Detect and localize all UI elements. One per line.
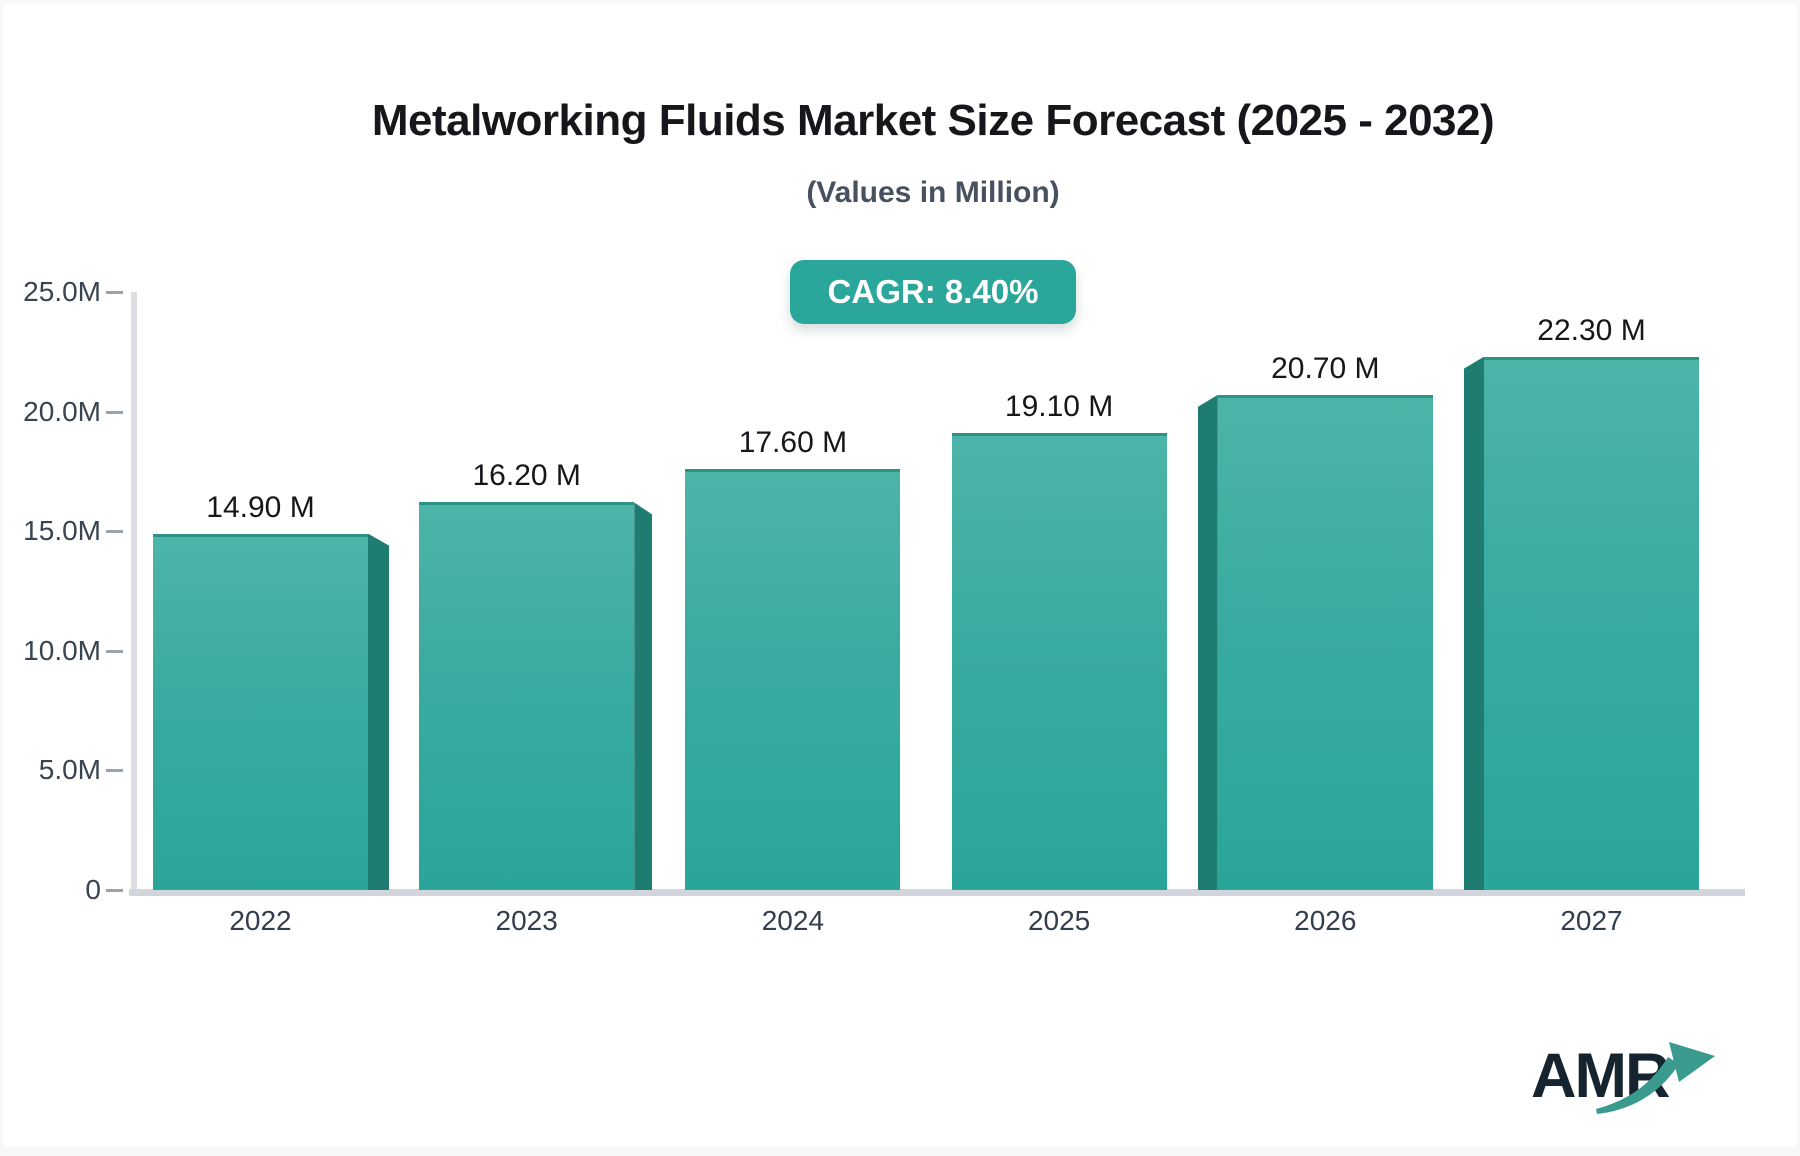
y-axis-tick-label: 20.0M bbox=[23, 395, 101, 427]
y-axis-tick-mark bbox=[106, 530, 123, 534]
bar-side-face-2027 bbox=[1464, 356, 1484, 890]
y-axis-tick-mark bbox=[106, 649, 123, 653]
bar-side-face-2026 bbox=[1197, 394, 1218, 890]
bar-value-label: 16.20 M bbox=[472, 459, 581, 493]
x-axis-tick-label: 2023 bbox=[495, 905, 558, 936]
x-axis-line bbox=[129, 889, 1745, 896]
bar-value-label: 17.60 M bbox=[738, 426, 848, 459]
chart-card: Metalworking Fluids Market Size Forecast… bbox=[3, 4, 1797, 1146]
y-axis-tick-mark bbox=[106, 769, 123, 773]
bar-2025[interactable] bbox=[951, 433, 1167, 890]
chart-title: Metalworking Fluids Market Size Forecast… bbox=[371, 96, 1495, 145]
amr-logo: AMR bbox=[1525, 1034, 1725, 1124]
bar-value-label: 20.70 M bbox=[1271, 351, 1380, 385]
bar-value-label: 22.30 M bbox=[1537, 313, 1646, 347]
y-axis-tick-mark bbox=[106, 889, 123, 892]
x-axis-tick-label: 2026 bbox=[1294, 905, 1357, 936]
amr-logo-arrow-icon bbox=[1596, 1042, 1715, 1114]
x-axis-tick-label: 2025 bbox=[1027, 905, 1091, 936]
y-axis-tick-mark bbox=[106, 410, 123, 414]
cagr-badge: CAGR: 8.40% bbox=[789, 260, 1077, 324]
amr-logo-text: AMR bbox=[1531, 1041, 1670, 1111]
cagr-badge-wrap: CAGR: 8.40% bbox=[133, 260, 1733, 324]
y-axis-tick-label: 15.0M bbox=[23, 515, 101, 547]
x-axis-tick-label: 2022 bbox=[229, 905, 292, 936]
bar-2023[interactable] bbox=[419, 502, 635, 890]
y-axis-tick-mark bbox=[106, 291, 123, 294]
bar-2027[interactable] bbox=[1484, 356, 1699, 890]
y-axis-tick-label: 10.0M bbox=[23, 634, 101, 666]
bar-value-label: 19.10 M bbox=[1004, 390, 1114, 424]
bar-2026[interactable] bbox=[1217, 394, 1433, 890]
chart-subtitle: (Values in Million) bbox=[806, 176, 1060, 209]
x-axis-tick-label: 2027 bbox=[1560, 905, 1623, 936]
y-axis-line bbox=[131, 292, 137, 892]
bar-side-face-2023 bbox=[634, 502, 653, 890]
y-axis-tick-label: 25.0M bbox=[23, 276, 101, 307]
bar-side-face-2022 bbox=[368, 533, 389, 890]
bar-2024[interactable] bbox=[685, 469, 901, 890]
y-axis-tick-label: 5.0M bbox=[38, 754, 101, 786]
bar-value-label: 14.90 M bbox=[206, 490, 315, 524]
y-axis-tick-label: 0 bbox=[85, 874, 101, 905]
bar-2022[interactable] bbox=[153, 533, 368, 890]
x-axis-tick-label: 2024 bbox=[761, 905, 825, 936]
